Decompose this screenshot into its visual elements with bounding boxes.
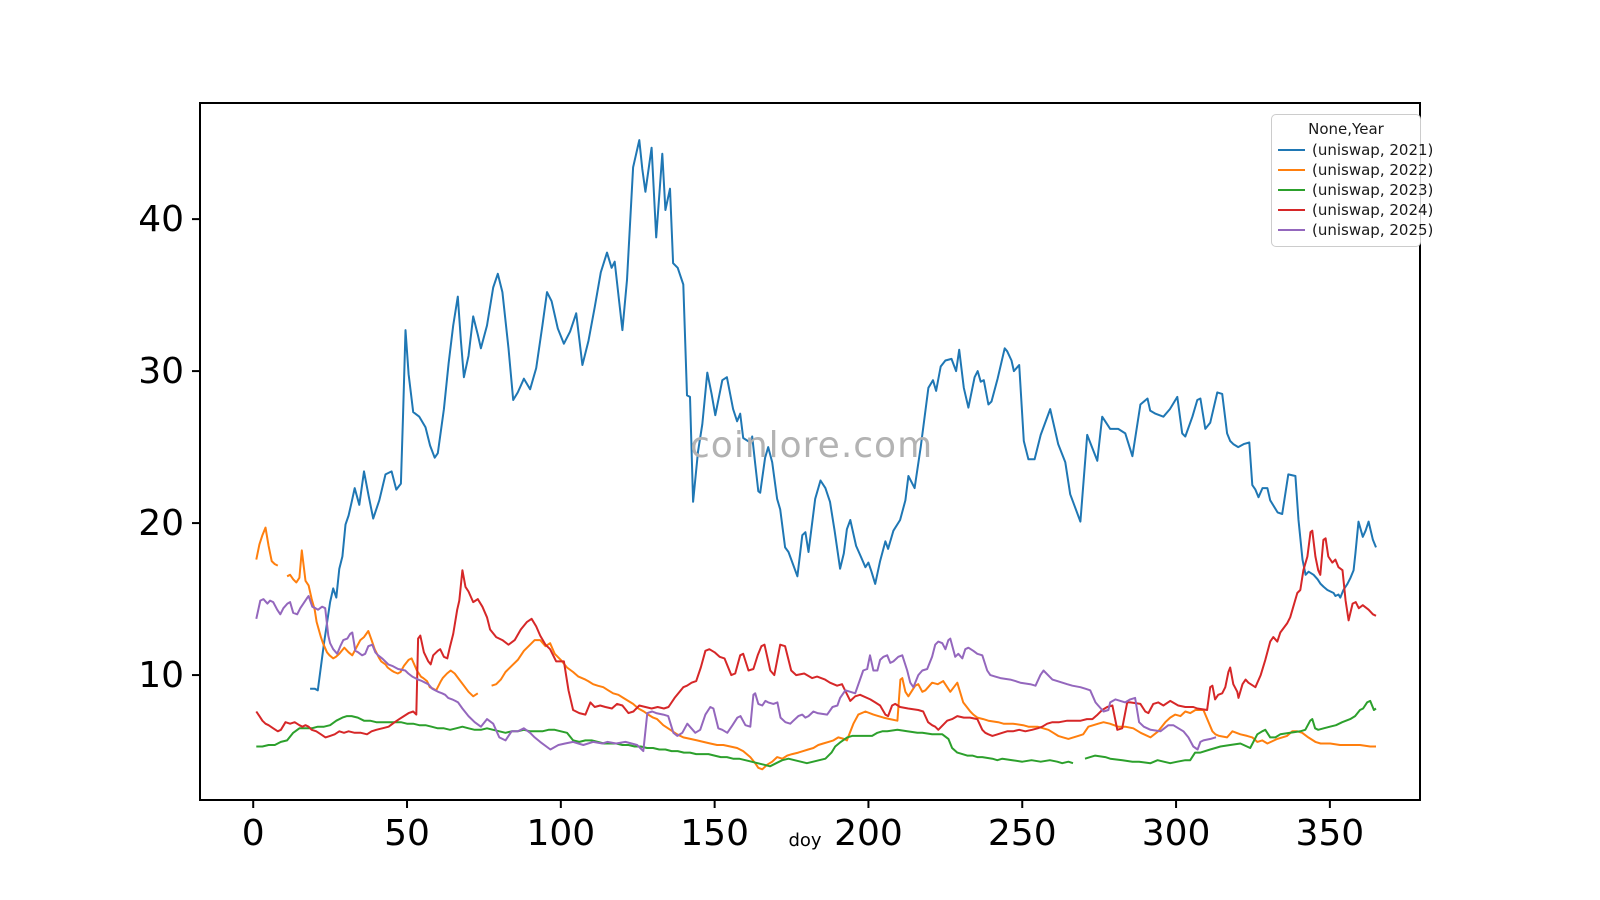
x-tick-label: 0 (242, 813, 265, 854)
series-line-uniswap-2022 (286, 549, 479, 698)
y-tick-label: 20 (138, 503, 184, 544)
legend-line-swatch (1278, 209, 1305, 211)
watermark: coinlore.com (690, 425, 934, 466)
x-tick-label: 300 (1142, 813, 1211, 854)
x-tick-label: 250 (988, 813, 1057, 854)
y-tick-label: 40 (138, 199, 184, 240)
plot-border (199, 102, 1421, 801)
x-axis-label: doy (788, 830, 822, 851)
series-line-uniswap-2022 (491, 639, 1376, 771)
series-line-uniswap-2023 (256, 715, 1074, 768)
series-line-uniswap-2024 (255, 529, 1377, 739)
legend-item-uniswap-2025: (uniswap, 2025) (1278, 220, 1433, 240)
legend-item-uniswap-2021: (uniswap, 2021) (1278, 140, 1433, 160)
series-line-uniswap-2022 (255, 526, 279, 567)
legend-label: (uniswap, 2024) (1312, 201, 1434, 219)
legend: None,Year (uniswap, 2021) (uniswap, 2022)… (1271, 114, 1433, 247)
series-line-uniswap-2023 (1084, 699, 1377, 765)
legend-line-swatch (1278, 229, 1305, 231)
legend-title: None,Year (1308, 120, 1384, 138)
x-tick-label: 50 (384, 813, 430, 854)
y-tick-label: 10 (138, 655, 184, 696)
legend-item-uniswap-2023: (uniswap, 2023) (1278, 180, 1433, 200)
legend-label: (uniswap, 2022) (1312, 161, 1434, 179)
legend-item-uniswap-2022: (uniswap, 2022) (1278, 160, 1433, 180)
legend-item-uniswap-2024: (uniswap, 2024) (1278, 200, 1433, 220)
legend-line-swatch (1278, 149, 1305, 151)
x-tick-label: 200 (834, 813, 903, 854)
series-line-uniswap-2025 (255, 595, 1217, 753)
legend-line-swatch (1278, 169, 1305, 171)
legend-label: (uniswap, 2021) (1312, 141, 1434, 159)
y-tick-label: 30 (138, 351, 184, 392)
legend-label: (uniswap, 2023) (1312, 181, 1434, 199)
legend-label: (uniswap, 2025) (1312, 221, 1434, 239)
legend-line-swatch (1278, 189, 1305, 191)
x-tick-label: 100 (526, 813, 595, 854)
series-line-uniswap-2021 (310, 139, 1377, 692)
x-tick-label: 350 (1296, 813, 1365, 854)
x-tick-label: 150 (680, 813, 749, 854)
